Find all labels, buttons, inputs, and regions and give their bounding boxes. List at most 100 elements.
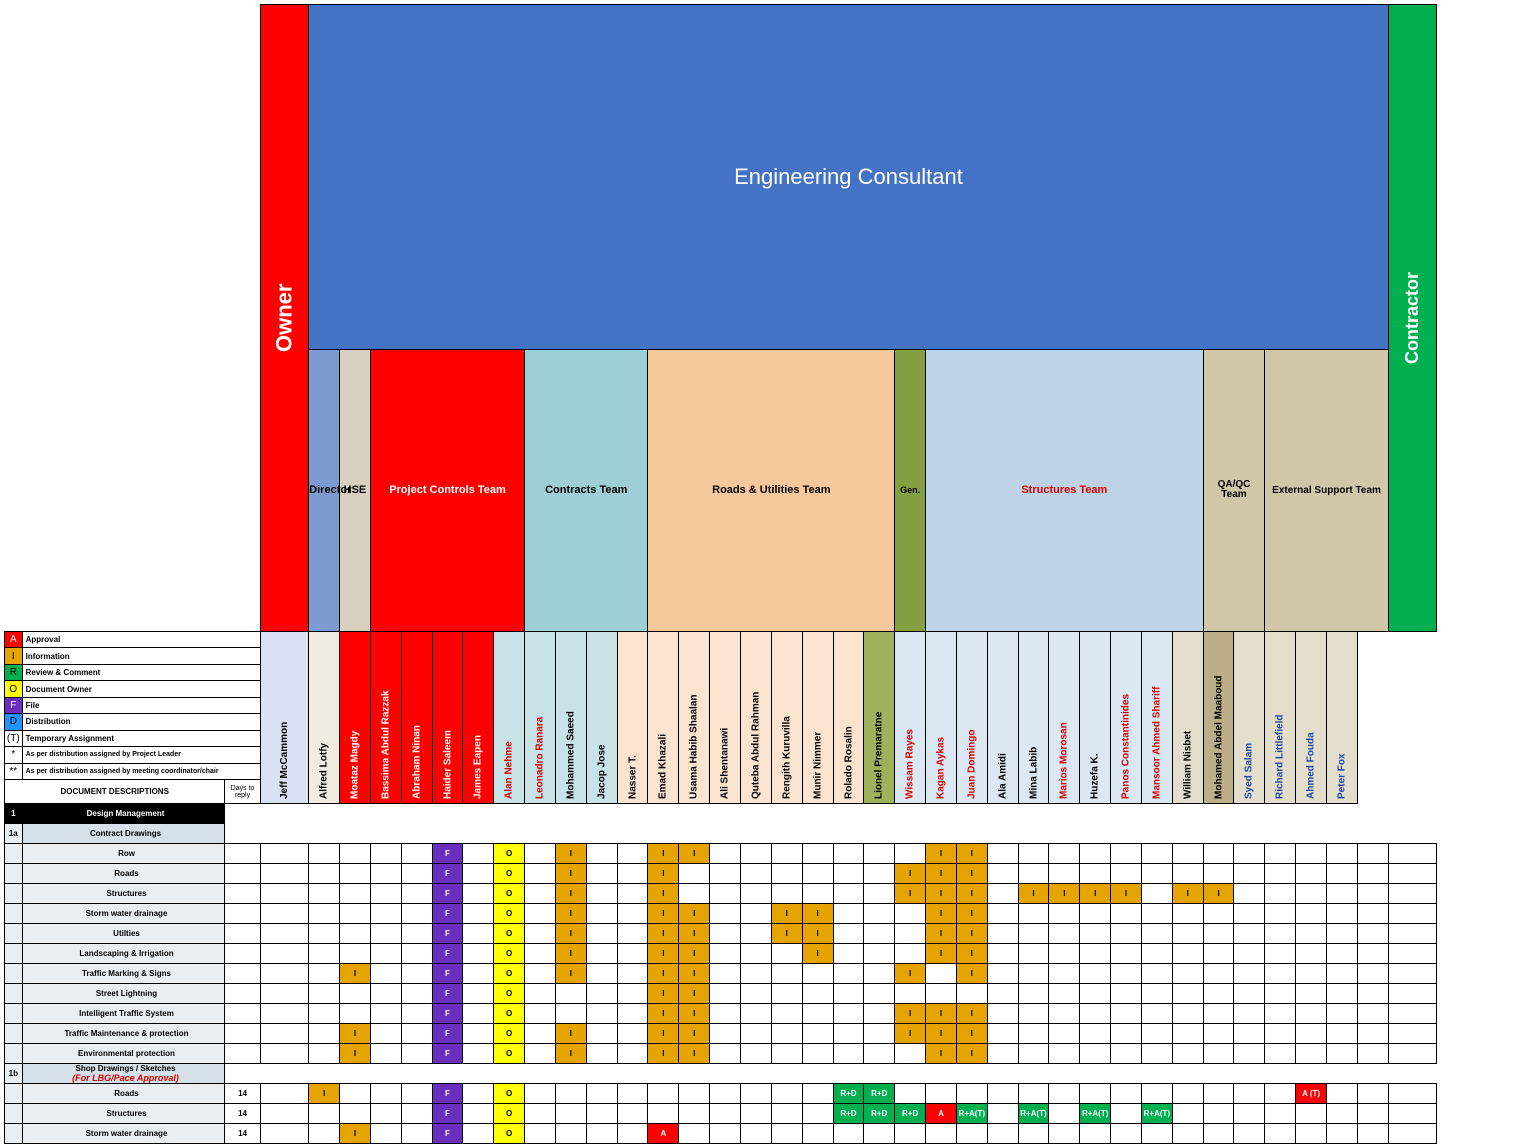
raci-cell: I	[648, 1044, 679, 1064]
row-label: Intelligent Traffic System	[22, 1004, 225, 1024]
data-row: Structures14FOR+DR+DR+DAR+A(T)R+A(T)R+A(…	[5, 1104, 1533, 1124]
data-row: Storm water drainage14IFOA	[5, 1124, 1533, 1144]
raci-cell: I	[926, 864, 957, 884]
person-p4: Abraham Ninan	[401, 632, 432, 804]
raci-cell: I	[648, 844, 679, 864]
raci-cell: F	[432, 864, 463, 884]
raci-cell: I	[679, 924, 710, 944]
days-cell	[225, 1024, 260, 1044]
raci-cell: I	[802, 924, 833, 944]
person-p7: Alan Nehme	[494, 632, 525, 804]
team-general: Gen.	[895, 349, 926, 631]
days-cell	[225, 924, 260, 944]
raci-matrix: Owner Engineering Consultant Contractor …	[4, 4, 1532, 1144]
raci-cell: O	[494, 864, 525, 884]
owner-header: Owner	[260, 5, 308, 632]
days-to-reply-header: Days to reply	[225, 780, 260, 804]
raci-cell: F	[432, 1084, 463, 1104]
raci-cell: I	[771, 924, 802, 944]
raci-cell: I	[648, 1004, 679, 1024]
raci-cell: O	[494, 1024, 525, 1044]
raci-cell: A	[926, 1104, 957, 1124]
person-p33: Ahmed Fouda	[1296, 632, 1327, 804]
person-p21: Kagan Aykas	[926, 632, 957, 804]
person-p5: Haider Saleem	[432, 632, 463, 804]
raci-cell: I	[956, 844, 987, 864]
raci-cell: I	[926, 924, 957, 944]
days-cell	[225, 984, 260, 1004]
raci-cell: I	[555, 944, 586, 964]
raci-cell: I	[1172, 884, 1203, 904]
raci-cell: I	[309, 1084, 340, 1104]
raci-cell: O	[494, 844, 525, 864]
legend-code: I	[5, 648, 23, 664]
row-label: Traffic Maintenance & protection	[22, 1024, 225, 1044]
person-p9: Mohammed Saeed	[555, 632, 586, 804]
row-label: Utilties	[22, 924, 225, 944]
raci-cell: O	[494, 1124, 525, 1144]
raci-cell: I	[340, 1024, 371, 1044]
raci-cell: F	[432, 904, 463, 924]
raci-cell: I	[555, 964, 586, 984]
raci-cell: I	[956, 884, 987, 904]
person-p26: Huzefa K.	[1080, 632, 1111, 804]
raci-cell: I	[555, 1044, 586, 1064]
person-p0: Jeff McCammon	[260, 632, 308, 804]
row-label: Storm water drainage	[22, 1124, 225, 1144]
raci-cell: R+D	[864, 1084, 895, 1104]
raci-cell: O	[494, 1084, 525, 1104]
days-cell	[225, 864, 260, 884]
team-contracts: Contracts Team	[525, 349, 648, 631]
raci-cell: O	[494, 1044, 525, 1064]
person-p6: James Eapen	[463, 632, 494, 804]
person-p13: Usama Habib Shaalan	[679, 632, 710, 804]
team-hse: HSE	[340, 349, 371, 631]
person-p1: Alfred Lotfy	[309, 632, 340, 804]
data-row: Environmental protectionIFOIIIII	[5, 1044, 1533, 1064]
person-p17: Munir Nimmer	[802, 632, 833, 804]
raci-cell: I	[679, 844, 710, 864]
raci-cell: I	[555, 864, 586, 884]
legend-code: R	[5, 664, 23, 680]
person-p8: Leonadro Ranara	[525, 632, 556, 804]
data-row: Intelligent Traffic SystemFOIIIII	[5, 1004, 1533, 1024]
raci-cell: I	[1049, 884, 1080, 904]
data-row: Storm water drainageFOIIIIIII	[5, 904, 1533, 924]
raci-cell: F	[432, 844, 463, 864]
raci-cell: A (T)	[1296, 1084, 1327, 1104]
raci-cell: I	[340, 1044, 371, 1064]
raci-cell: F	[432, 964, 463, 984]
legend-code: *	[5, 747, 23, 763]
team-external: External Support Team	[1265, 349, 1388, 631]
legend-text: As per distribution assigned by meeting …	[22, 763, 260, 780]
data-row: RoadsFOIIIII	[5, 864, 1533, 884]
raci-cell: I	[956, 924, 987, 944]
days-cell: 14	[225, 1124, 260, 1144]
legend-code: O	[5, 681, 23, 697]
raci-cell: F	[432, 1104, 463, 1124]
row-label: Roads	[22, 864, 225, 884]
days-cell: 14	[225, 1104, 260, 1124]
raci-cell: I	[648, 984, 679, 1004]
raci-cell: I	[956, 864, 987, 884]
raci-cell: I	[679, 1024, 710, 1044]
raci-cell: F	[432, 1024, 463, 1044]
person-p30: Mohamed Abdel Maaboud	[1203, 632, 1234, 804]
person-p25: Marios Morosan	[1049, 632, 1080, 804]
days-cell	[225, 904, 260, 924]
raci-cell: O	[494, 884, 525, 904]
team-director: Director	[309, 349, 340, 631]
raci-cell: O	[494, 904, 525, 924]
person-p15: Quteba Abdul Rahman	[740, 632, 771, 804]
legend-text: File	[22, 697, 260, 713]
raci-cell: I	[926, 904, 957, 924]
raci-cell: I	[956, 964, 987, 984]
team-project-controls: Project Controls Team	[370, 349, 524, 631]
raci-cell: I	[648, 904, 679, 924]
person-p22: Juan Domingo	[956, 632, 987, 804]
raci-cell: I	[895, 1004, 926, 1024]
raci-cell: I	[771, 904, 802, 924]
raci-cell: I	[802, 944, 833, 964]
raci-cell: F	[432, 924, 463, 944]
section-1a: 1a Contract Drawings	[5, 824, 1533, 844]
